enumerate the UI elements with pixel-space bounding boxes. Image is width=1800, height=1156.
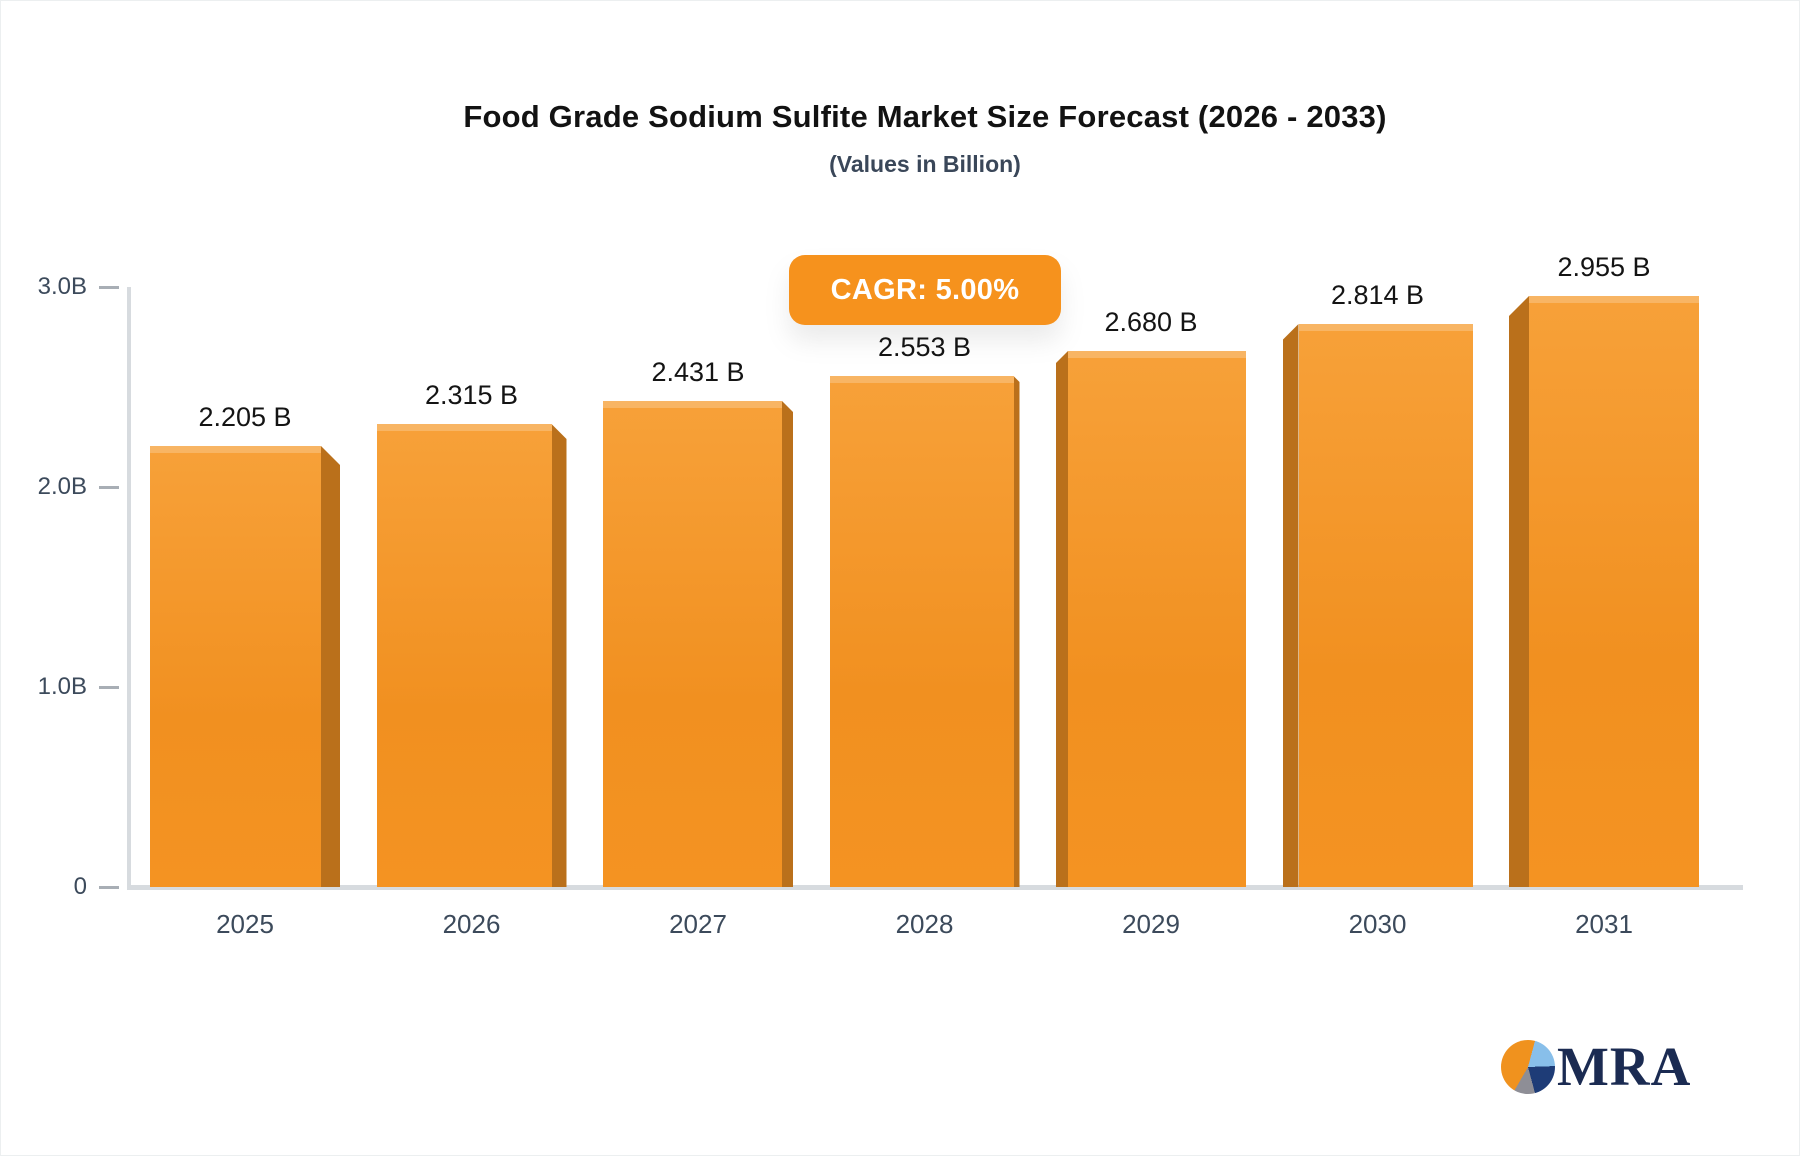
bar-2027 [603,401,793,887]
bar-face [603,401,782,887]
bar-face [1068,351,1246,887]
bar-value-label: 2.205 B [198,402,292,432]
bar-side-3d [1056,351,1068,887]
bar-face [1298,324,1473,887]
chart-subtitle: (Values in Billion) [829,151,1021,177]
bar-side-3d [551,424,567,887]
y-axis-tick-mark [99,486,119,489]
bar-2028 [829,376,1020,887]
x-axis-label: 2025 [216,909,274,939]
bar-side-3d [1282,324,1299,887]
y-axis-tick-label: 2.0B [37,473,87,500]
y-axis-tick-label: 3.0B [37,273,87,300]
bar-value-label: 2.680 B [1104,307,1198,337]
x-axis-label: 2031 [1575,909,1633,939]
bar-2025 [150,446,340,887]
bar-value-label: 2.955 B [1557,252,1651,282]
y-axis-tick-label: 1.0B [37,673,87,700]
y-axis-tick-label: 0 [73,873,87,900]
bar-value-label: 2.315 B [424,380,519,410]
x-axis-label: 2028 [895,909,954,939]
y-axis-tick-mark [99,286,119,289]
chart-header: Food Grade Sodium Sulfite Market Size Fo… [51,99,1799,178]
x-axis-label: 2029 [1122,909,1180,939]
pie-chart-logo-icon [1501,1039,1555,1094]
bar-face [150,446,321,887]
y-axis-line [127,287,131,887]
bar-side-3d [321,446,340,887]
x-axis-label: 2026 [442,909,501,939]
bar-face [829,376,1014,887]
brand-logo-text: MRA [1557,1036,1692,1097]
bar-side-3d [1509,296,1529,887]
y-axis-tick-mark [99,886,119,889]
brand-logo: MRA [1501,1039,1691,1094]
bar-side-3d [782,401,793,887]
bar-value-label: 2.553 B [877,332,972,362]
bar-2026 [376,424,567,887]
x-axis-label: 2030 [1348,909,1407,939]
cagr-badge: CAGR: 5.00% [789,255,1061,325]
cagr-badge-label: CAGR: 5.00% [830,273,1020,306]
x-axis-baseline [127,885,1743,890]
bar-value-label: 2.814 B [1330,280,1425,310]
bar-face [1529,296,1699,887]
bar-value-label: 2.431 B [651,357,745,387]
y-axis-tick-mark [99,686,119,689]
bar-2029 [1056,351,1246,887]
x-axis-label: 2027 [669,909,727,939]
bar-2031 [1509,296,1699,887]
chart-title: Food Grade Sodium Sulfite Market Size Fo… [463,99,1387,134]
bar-2030 [1282,324,1473,887]
bar-side-3d [1013,376,1020,887]
bar-face [376,424,552,887]
